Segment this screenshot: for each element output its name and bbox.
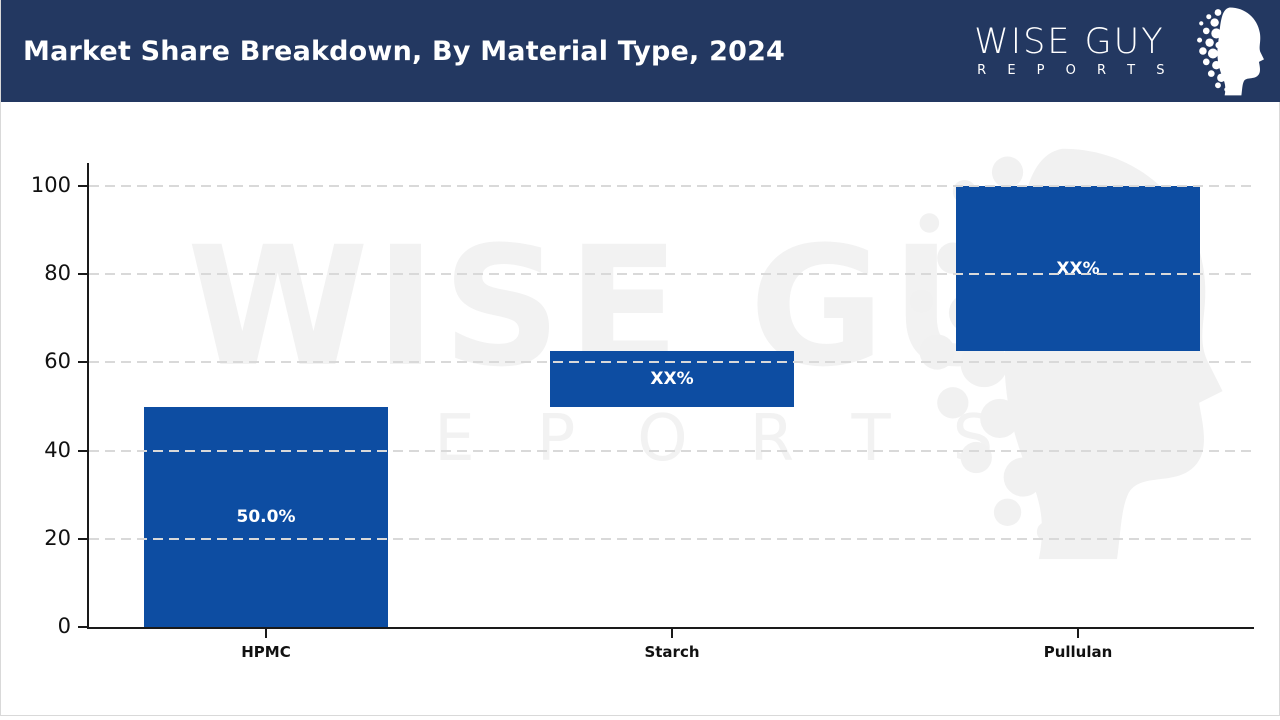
y-tick-mark-60 xyxy=(78,361,87,364)
x-tick-mark-pullulan xyxy=(1077,629,1079,638)
logo-wordmark: WISE GUY xyxy=(974,21,1165,62)
x-tick-label-hpmc: HPMC xyxy=(241,643,291,661)
bar-value-label: XX% xyxy=(1056,258,1100,279)
logo-subtitle: R E P O R T S xyxy=(977,62,1173,78)
x-tick-mark-starch xyxy=(671,629,673,638)
y-tick-mark-0 xyxy=(78,626,87,628)
x-axis-spine xyxy=(87,627,1254,629)
y-tick-label-20: 20 xyxy=(44,525,71,550)
x-tick-mark-hpmc xyxy=(265,629,267,638)
y-tick-label-100: 100 xyxy=(30,173,71,197)
bar-starch: XX% xyxy=(550,351,794,407)
chart-title: Market Share Breakdown, By Material Type… xyxy=(23,35,786,67)
plot-area: WISE GUY REPORTS 0 20 40 60 80 100 50.0% XX% XX%… xyxy=(31,148,1254,661)
gridline-20 xyxy=(89,537,1254,540)
y-tick-label-40: 40 xyxy=(44,437,71,462)
bar-hpmc: 50.0% xyxy=(144,406,388,627)
y-tick-label-80: 80 xyxy=(44,261,71,286)
bar-value-label: XX% xyxy=(650,368,694,389)
y-tick-mark-40 xyxy=(78,449,87,452)
bar-value-label: 50.0% xyxy=(236,506,296,527)
dotted-head-icon xyxy=(1197,7,1264,96)
y-tick-mark-80 xyxy=(78,273,87,276)
y-tick-mark-20 xyxy=(78,537,87,540)
y-tick-label-0: 0 xyxy=(57,614,71,638)
gridline-40 xyxy=(89,449,1254,452)
bar-pullulan: XX% xyxy=(956,186,1200,352)
gridline-100 xyxy=(89,185,1254,187)
x-tick-label-pullulan: Pullulan xyxy=(1043,643,1113,661)
y-tick-label-60: 60 xyxy=(44,349,71,374)
gridline-80 xyxy=(89,273,1254,276)
gridline-60 xyxy=(89,361,1254,364)
wise-guy-reports-logo: WISE GUY R E P O R T S xyxy=(974,5,1267,97)
header-bar: Market Share Breakdown, By Material Type… xyxy=(1,0,1280,102)
y-tick-mark-100 xyxy=(78,185,87,187)
y-axis-spine xyxy=(87,163,89,629)
logo-text: WISE GUY R E P O R T S xyxy=(974,21,1173,78)
x-tick-label-starch: Starch xyxy=(644,643,700,661)
